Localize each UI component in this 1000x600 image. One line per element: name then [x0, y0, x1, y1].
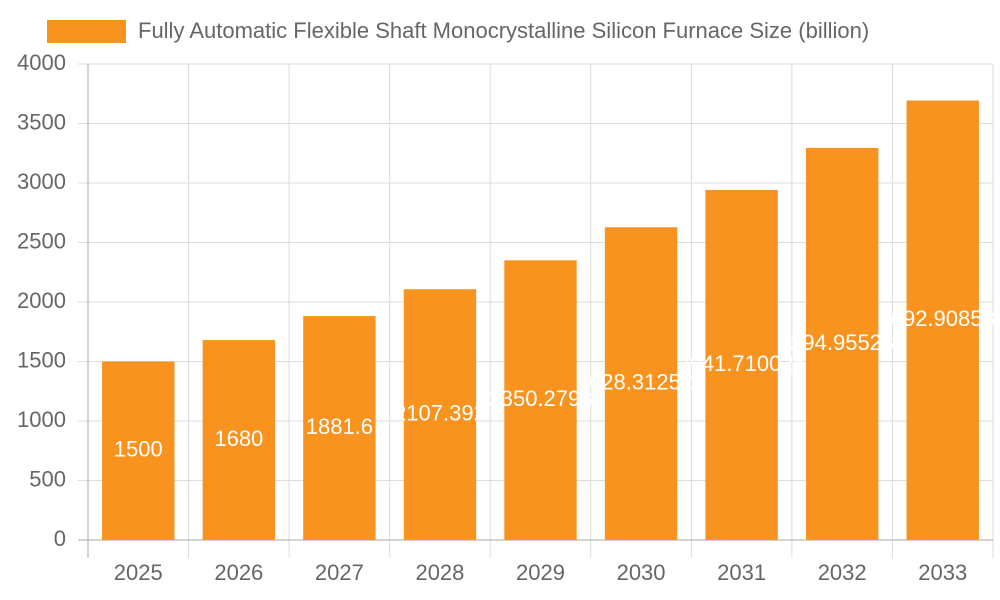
x-tick-label: 2029 — [516, 560, 565, 585]
bar — [705, 189, 778, 540]
bar — [303, 316, 376, 540]
x-tick-label: 2027 — [315, 560, 364, 585]
data-label: 1881.6 — [306, 414, 373, 439]
legend-label: Fully Automatic Flexible Shaft Monocryst… — [138, 18, 869, 43]
y-tick-label: 1000 — [17, 407, 66, 432]
data-label: 2941.710026 — [677, 351, 805, 376]
x-tick-label: 2026 — [214, 560, 263, 585]
bar — [805, 147, 879, 540]
bar — [102, 361, 175, 540]
y-tick-label: 500 — [29, 466, 66, 491]
y-tick-label: 3500 — [17, 109, 66, 134]
data-label: 1500 — [114, 437, 163, 462]
y-tick-label: 2500 — [17, 228, 66, 253]
data-label: 2107.392 — [394, 400, 486, 425]
bar — [604, 227, 678, 540]
bar — [906, 100, 979, 540]
y-tick-label: 4000 — [17, 50, 66, 75]
y-tick-label: 3000 — [17, 169, 66, 194]
data-label: 1680 — [214, 426, 263, 451]
y-tick-label: 0 — [54, 526, 66, 551]
y-tick-label: 1500 — [17, 347, 66, 372]
data-label: 3294.955231 — [778, 330, 906, 355]
data-label: 2350.2798 — [489, 386, 593, 411]
data-label: 2628.312528 — [577, 369, 705, 394]
y-tick-label: 2000 — [17, 288, 66, 313]
x-tick-label: 2033 — [918, 560, 967, 585]
x-tick-label: 2032 — [818, 560, 867, 585]
x-tick-label: 2025 — [114, 560, 163, 585]
x-tick-label: 2030 — [617, 560, 666, 585]
data-label: 3692.908588 — [878, 306, 1000, 331]
bar — [403, 289, 477, 540]
x-tick-label: 2028 — [415, 560, 464, 585]
x-tick-label: 2031 — [717, 560, 766, 585]
legend-swatch — [47, 20, 126, 43]
bar — [504, 260, 577, 540]
bar — [202, 340, 276, 540]
